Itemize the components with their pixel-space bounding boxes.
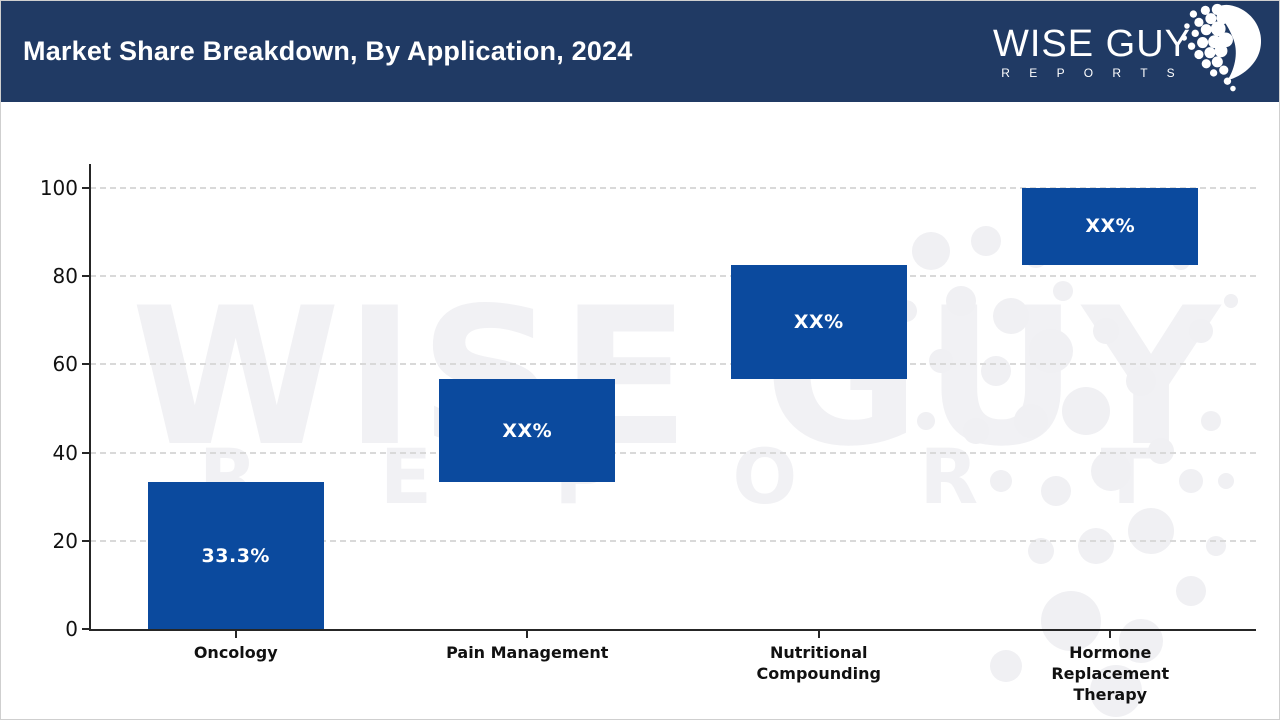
y-gridline bbox=[90, 539, 1256, 542]
y-axis-tick bbox=[82, 363, 89, 366]
bar-segment: XX% bbox=[730, 264, 907, 380]
x-axis-line bbox=[89, 629, 1256, 631]
header: Market Share Breakdown, By Application, … bbox=[1, 1, 1279, 102]
wise-guy-logo: WISE GUY R E P O R T S bbox=[993, 1, 1267, 102]
x-axis-tick bbox=[817, 631, 820, 638]
bar-segment: XX% bbox=[439, 379, 616, 483]
y-tick-label: 40 bbox=[52, 440, 78, 465]
bar-segment: 33.3% bbox=[147, 482, 324, 629]
x-axis-tick bbox=[1109, 631, 1112, 638]
bar-value-label: XX% bbox=[1085, 215, 1136, 238]
y-tick-label: 80 bbox=[52, 264, 78, 289]
logo-sub: R E P O R T S bbox=[1001, 65, 1183, 80]
category-label: Nutritional Compounding bbox=[756, 643, 881, 683]
y-axis-tick bbox=[82, 187, 89, 189]
category-label: Pain Management bbox=[446, 643, 609, 662]
bar-value-label: XX% bbox=[502, 419, 553, 442]
y-axis-line bbox=[89, 164, 91, 631]
bar-value-label: 33.3% bbox=[201, 544, 270, 567]
bar-value-label: XX% bbox=[793, 311, 844, 334]
chart-title: Market Share Breakdown, By Application, … bbox=[23, 36, 633, 66]
category-label: Hormone Replacement Therapy bbox=[1051, 643, 1170, 704]
y-tick-label: 60 bbox=[52, 352, 78, 377]
dotted-head-profile-icon bbox=[1181, 3, 1262, 91]
category-label: Oncology bbox=[193, 643, 278, 662]
y-axis-tick bbox=[82, 628, 89, 630]
y-tick-label: 100 bbox=[39, 176, 78, 200]
y-axis-tick bbox=[82, 451, 89, 454]
y-tick-label: 20 bbox=[52, 528, 78, 553]
y-gridline bbox=[90, 275, 1256, 278]
x-axis-tick bbox=[234, 631, 237, 638]
y-gridline bbox=[90, 187, 1256, 189]
y-gridline bbox=[90, 451, 1256, 454]
x-axis-tick bbox=[526, 631, 529, 638]
y-axis-tick bbox=[82, 539, 89, 542]
bar-segment: XX% bbox=[1022, 188, 1199, 265]
y-gridline bbox=[90, 363, 1256, 366]
logo-name: WISE GUY bbox=[992, 22, 1191, 65]
y-tick-label: 0 bbox=[65, 617, 78, 641]
y-axis-tick bbox=[82, 275, 89, 278]
